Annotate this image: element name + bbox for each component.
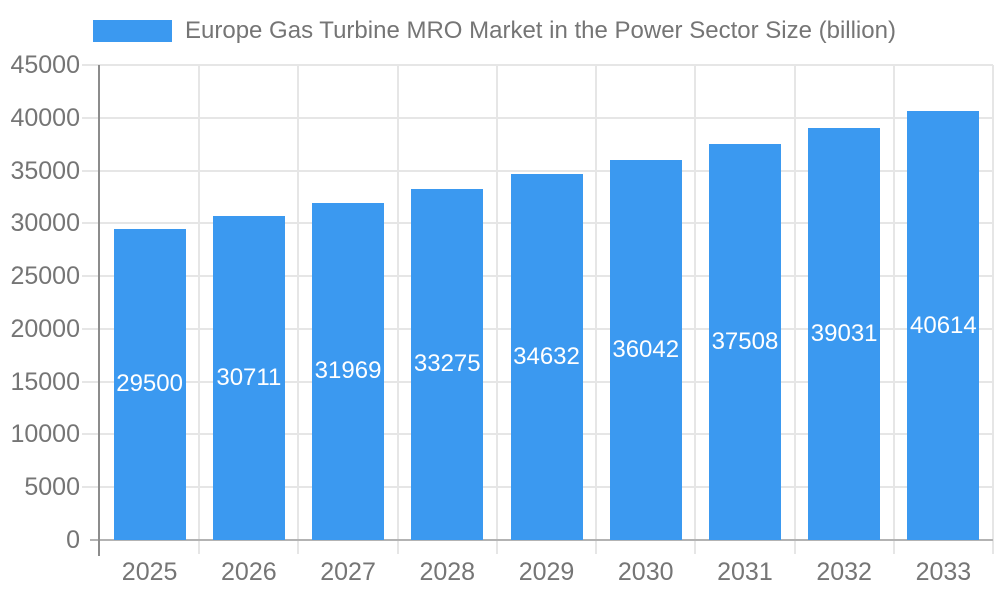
y-axis-tick-label: 35000: [10, 156, 80, 185]
bar-value-label: 30711: [216, 363, 282, 391]
bar-value-label: 37508: [711, 328, 779, 356]
y-axis-line: [98, 65, 100, 556]
y-axis-tick-label: 45000: [10, 51, 80, 79]
x-gridline: [297, 65, 300, 554]
chart-title: Europe Gas Turbine MRO Market in the Pow…: [185, 17, 896, 44]
y-axis-tick-label: 40000: [10, 103, 80, 132]
x-gridline: [198, 65, 201, 554]
bar-2026[interactable]: [212, 215, 285, 540]
bar-2033[interactable]: [907, 111, 980, 540]
x-axis-tick-label: 2025: [121, 558, 178, 586]
x-axis-tick-label: 2030: [617, 558, 674, 586]
x-axis-tick-label: 2033: [915, 558, 972, 586]
bar-value-label: 29500: [116, 370, 183, 398]
x-axis-tick-label: 2027: [320, 558, 376, 586]
bar-2032[interactable]: [808, 128, 881, 540]
bar-value-label: 33275: [413, 350, 481, 378]
bar-value-label: 34632: [513, 343, 580, 371]
bar-value-label: 40614: [910, 311, 977, 339]
x-gridline: [595, 65, 598, 554]
bar-2030[interactable]: [609, 159, 682, 540]
y-axis-tick-label: 0: [66, 526, 80, 554]
bar-2031[interactable]: [708, 144, 781, 540]
y-axis-tick-label: 10000: [10, 420, 80, 449]
x-gridline: [892, 65, 895, 554]
y-axis-tick-label: 25000: [10, 262, 80, 291]
x-gridline: [793, 65, 796, 554]
y-gridline: [82, 116, 993, 119]
y-axis-tick-label: 30000: [10, 209, 80, 238]
bar-value-label: 31969: [314, 357, 382, 385]
x-axis-tick-label: 2026: [221, 558, 277, 586]
y-gridline: [82, 64, 993, 66]
x-axis-tick-label: 2029: [518, 558, 575, 586]
legend-item[interactable]: Europe Gas Turbine MRO Market in the Pow…: [93, 17, 896, 44]
x-axis-line: [90, 539, 993, 541]
x-axis-tick-label: 2031: [717, 558, 773, 586]
bar-2027[interactable]: [312, 202, 385, 540]
x-axis-tick-label: 2028: [419, 558, 476, 586]
bar-2028[interactable]: [411, 188, 484, 540]
bar-value-label: 36042: [612, 335, 680, 363]
y-gridline: [82, 169, 993, 172]
y-axis-tick-label: 15000: [10, 367, 80, 396]
x-gridline: [396, 65, 399, 554]
x-gridline: [495, 65, 498, 554]
x-gridline: [992, 65, 994, 554]
bar-2029[interactable]: [510, 174, 583, 540]
legend-swatch-icon: [93, 20, 172, 42]
y-axis-tick-label: 5000: [24, 473, 80, 502]
bar-2025[interactable]: [113, 228, 186, 540]
x-gridline: [694, 65, 697, 554]
bar-value-label: 39031: [810, 320, 878, 347]
y-axis-tick-label: 20000: [10, 314, 80, 343]
x-axis-tick-label: 2032: [816, 558, 872, 586]
